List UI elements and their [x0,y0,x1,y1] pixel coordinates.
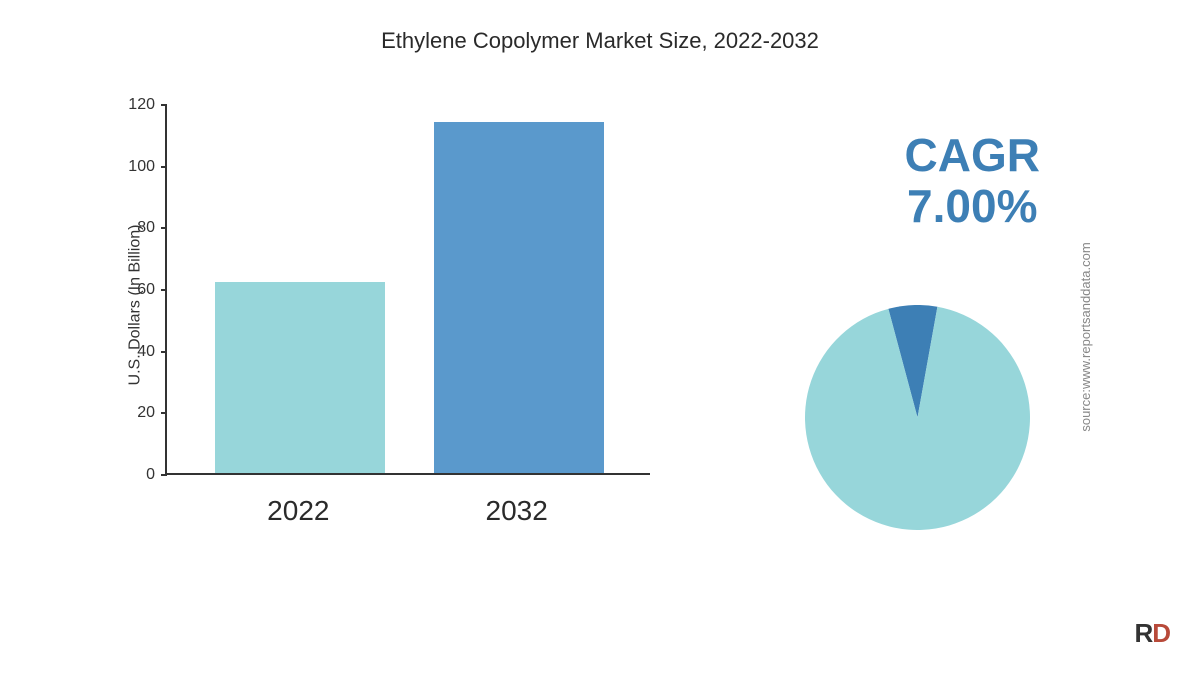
y-tick-label: 120 [128,96,155,114]
y-tick-label: 60 [137,281,155,299]
y-tick-mark [161,289,167,291]
chart-title: Ethylene Copolymer Market Size, 2022-203… [381,28,819,54]
chart-container: Ethylene Copolymer Market Size, 2022-203… [0,0,1200,674]
bar-chart: U.S. Dollars (In Billion) 20222032 02040… [120,105,650,505]
y-tick-mark [161,227,167,229]
source-attribution: source:www.reportsanddata.com [1078,242,1093,431]
logo-r: R [1134,618,1152,648]
cagr-label: CAGR [905,130,1040,181]
bar-2032 [434,122,604,474]
y-tick-mark [161,412,167,414]
cagr-block: CAGR 7.00% [905,130,1040,231]
x-tick-label: 2032 [486,495,548,527]
y-tick-mark [161,351,167,353]
y-axis-label: U.S. Dollars (In Billion) [126,225,144,386]
y-tick-label: 40 [137,343,155,361]
brand-logo: RD [1134,618,1170,649]
y-tick-label: 20 [137,404,155,422]
cagr-value: 7.00% [905,181,1040,232]
y-tick-mark [161,474,167,476]
bar-2022 [215,282,385,473]
y-tick-label: 100 [128,158,155,176]
pie-chart [805,305,1030,530]
y-tick-mark [161,166,167,168]
bar-plot-area [165,105,650,475]
logo-d: D [1152,618,1170,648]
x-tick-label: 2022 [267,495,329,527]
y-tick-mark [161,104,167,106]
y-tick-label: 0 [146,466,155,484]
y-tick-label: 80 [137,219,155,237]
